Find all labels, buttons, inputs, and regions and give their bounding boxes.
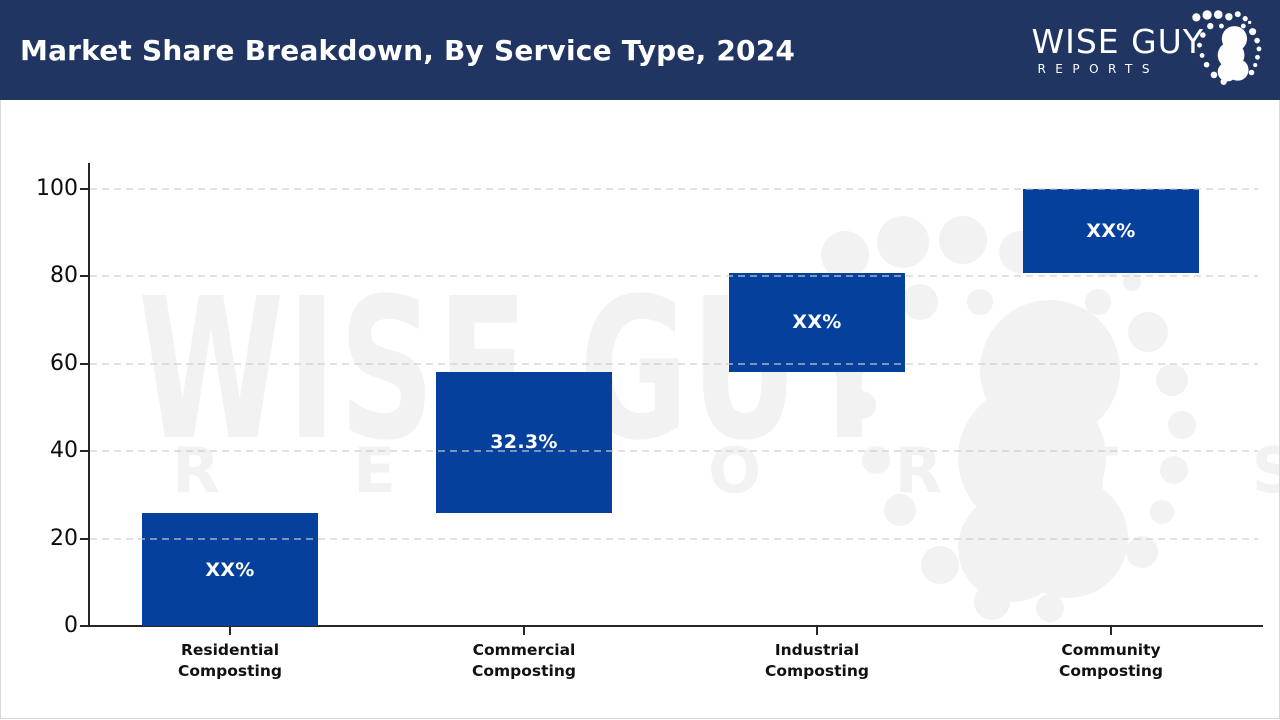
- y-tick-label: 60: [50, 350, 78, 376]
- logo-wordmark: WISE GUY: [1031, 21, 1204, 61]
- x-tick-mark: [523, 627, 525, 635]
- logo-text: WISE GUY REPORTS: [1031, 21, 1204, 76]
- x-tick-mark: [229, 627, 231, 635]
- category-label-line1: Residential: [180, 641, 280, 659]
- bar: XX%: [729, 272, 905, 372]
- y-axis-spine: [88, 163, 90, 627]
- x-axis-spine: [87, 625, 1263, 627]
- y-tick-label: 40: [50, 438, 78, 463]
- category-label: Residential Composting: [115, 640, 345, 682]
- bar-value-label: XX%: [792, 311, 842, 334]
- y-tick-label: 80: [50, 263, 78, 288]
- gridline: [90, 275, 1258, 277]
- bar: XX%: [1023, 188, 1199, 273]
- page-title: Market Share Breakdown, By Service Type,…: [20, 33, 796, 67]
- logo-subtext: REPORTS: [1037, 61, 1159, 76]
- gridline: [90, 362, 1258, 365]
- category-label-line2: Composting: [765, 662, 869, 680]
- x-tick-mark: [816, 627, 818, 635]
- bar: XX%: [142, 513, 318, 626]
- gridline: [90, 537, 1258, 540]
- category-label: Industrial Composting: [702, 640, 932, 682]
- bar-value-label: XX%: [205, 558, 255, 581]
- category-label-line2: Composting: [178, 662, 282, 680]
- category-label-line1: Community: [1061, 641, 1161, 659]
- header-band: Market Share Breakdown, By Service Type,…: [0, 0, 1280, 100]
- dotted-head-profile-icon: [1192, 10, 1262, 85]
- y-tick-mark: [80, 625, 89, 627]
- y-tick-mark: [80, 450, 89, 452]
- gridline: [90, 187, 1258, 190]
- x-tick-mark: [1110, 627, 1112, 635]
- y-tick-mark: [80, 362, 89, 365]
- y-tick-mark: [80, 537, 89, 540]
- bar-value-label: XX%: [1086, 219, 1136, 242]
- gridline: [90, 450, 1258, 452]
- y-tick-mark: [80, 275, 89, 277]
- category-label: Commercial Composting: [409, 640, 639, 682]
- category-label: Community Composting: [996, 640, 1226, 682]
- category-label-line1: Commercial: [472, 641, 576, 659]
- bar-value-label: 32.3%: [490, 431, 558, 454]
- category-label-line2: Composting: [472, 662, 576, 680]
- bar: 32.3%: [436, 371, 612, 514]
- y-tick-label: 0: [64, 613, 78, 638]
- category-label-line1: Industrial: [774, 641, 860, 659]
- category-label-line2: Composting: [1059, 662, 1163, 680]
- y-tick-label: 100: [36, 175, 78, 201]
- wise-guy-reports-logo: WISE GUY REPORTS: [1031, 8, 1266, 92]
- y-tick-mark: [80, 187, 89, 190]
- y-tick-label: 20: [50, 525, 78, 551]
